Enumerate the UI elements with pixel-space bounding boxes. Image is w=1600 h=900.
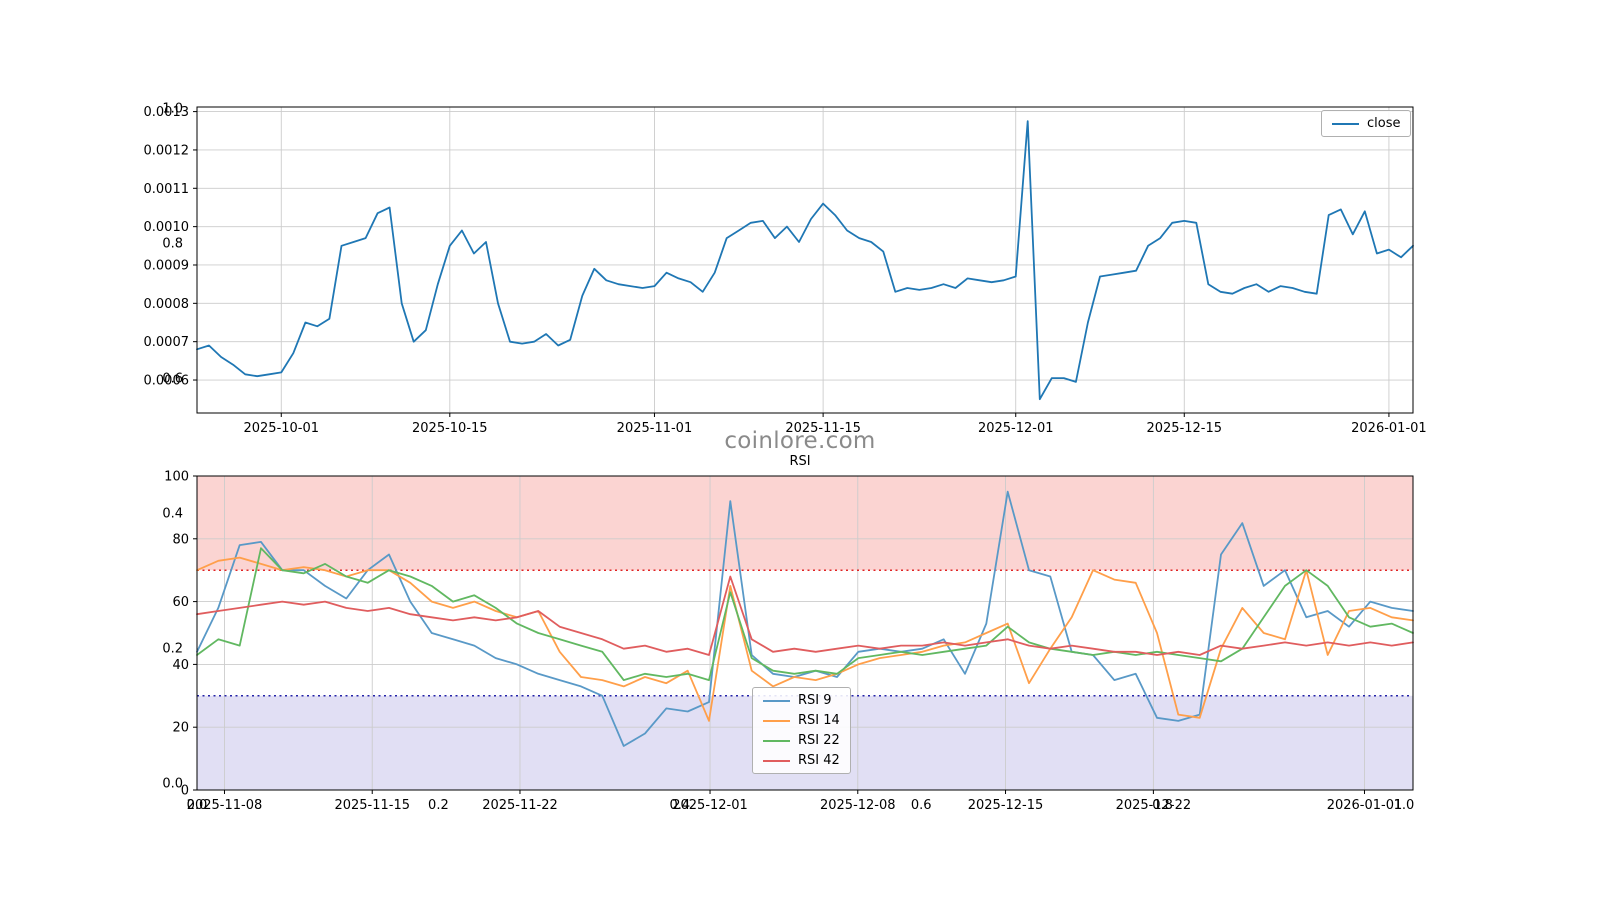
y-tick-label: 0.0008 — [144, 297, 190, 312]
y-tick-label: 0.0012 — [144, 143, 190, 158]
overlay-x-tick-label: 0.0 — [187, 798, 208, 813]
rsi-9-line-swatch — [763, 699, 790, 702]
close-line-swatch — [1332, 122, 1359, 125]
rsi-42-line-swatch — [763, 759, 790, 762]
overlay-y-tick-label: 0.2 — [162, 642, 183, 657]
overlay-y-tick-label: 0.8 — [162, 237, 183, 252]
legend-item-rsi-14: RSI 14 — [763, 713, 840, 728]
y-tick-label: 40 — [172, 658, 189, 673]
x-tick-label: 2026-01-01 — [1327, 798, 1403, 813]
x-tick-label: 2025-10-15 — [412, 421, 488, 436]
legend-label-rsi-9: RSI 9 — [798, 693, 832, 708]
y-tick-label: 0.0009 — [144, 258, 190, 273]
x-tick-label: 2025-11-22 — [482, 798, 558, 813]
legend-item-close: close — [1332, 116, 1400, 131]
legend-label-close: close — [1367, 116, 1401, 131]
price-legend: close — [1321, 110, 1412, 137]
series-line-close — [196, 120, 1414, 401]
rsi-22-line-swatch — [763, 739, 790, 742]
plot-border — [196, 475, 1414, 791]
overlay-x-tick-label: 0.6 — [911, 798, 932, 813]
x-tick-label: 2025-12-22 — [1116, 798, 1192, 813]
legend-label-rsi-22: RSI 22 — [798, 733, 840, 748]
overlay-x-tick-label: 0.2 — [428, 798, 449, 813]
y-tick-label: 100 — [164, 470, 189, 485]
y-tick-label: 0.0013 — [144, 105, 190, 120]
series-line-rsi-42 — [196, 575, 1414, 656]
x-tick-label: 2025-12-15 — [968, 798, 1044, 813]
x-tick-label: 2025-11-15 — [785, 421, 861, 436]
y-tick-label: 20 — [172, 721, 189, 736]
y-tick-label: 60 — [172, 595, 189, 610]
series-line-rsi-22 — [196, 547, 1414, 681]
overlay-x-tick-label: 0.8 — [1152, 798, 1173, 813]
plot-border — [196, 106, 1414, 414]
overlay-x-tick-label: 0.4 — [669, 798, 690, 813]
rsi-chart-title: RSI — [789, 454, 811, 469]
y-tick-label: 80 — [172, 532, 189, 547]
y-tick-label: 0 — [181, 784, 189, 799]
overlay-y-tick-label: 0.6 — [162, 372, 183, 387]
y-tick-label: 0.0010 — [144, 220, 190, 235]
series-line-rsi-9 — [196, 490, 1414, 747]
legend-item-rsi-9: RSI 9 — [763, 693, 840, 708]
legend-item-rsi-22: RSI 22 — [763, 733, 840, 748]
y-tick-label: 0.0011 — [144, 182, 190, 197]
price-plot: 2025-10-01 2025-10-15 2025-11-01 2025-11-15… — [144, 105, 1427, 436]
x-tick-label: 2025-12-15 — [1146, 421, 1222, 436]
rsi-plot: 2025-11-08 2025-11-15 2025-11-22 2025-12-01… — [164, 470, 1414, 813]
overlay-x-tick-label: 1.0 — [1394, 798, 1415, 813]
legend-item-rsi-42: RSI 42 — [763, 753, 840, 768]
series-line-rsi-14 — [196, 556, 1414, 722]
rsi-legend: RSI 9 RSI 14 RSI 22 RSI 42 — [752, 687, 851, 774]
legend-label-rsi-14: RSI 14 — [798, 713, 840, 728]
x-tick-label: 2025-12-08 — [820, 798, 896, 813]
legend-label-rsi-42: RSI 42 — [798, 753, 840, 768]
overbought-band — [197, 476, 1413, 571]
x-tick-label: 2026-01-01 — [1351, 421, 1427, 436]
y-tick-label: 0.0007 — [144, 335, 190, 350]
overlay-y-tick-label: 0.0 — [162, 777, 183, 792]
x-tick-label: 2025-12-01 — [978, 421, 1054, 436]
y-tick-label: 0.0006 — [144, 374, 190, 389]
x-tick-label: 2025-11-15 — [334, 798, 410, 813]
x-tick-label: 2025-10-01 — [243, 421, 319, 436]
rsi-14-line-swatch — [763, 719, 790, 722]
x-tick-label: 2025-11-08 — [187, 798, 263, 813]
x-tick-label: 2025-11-01 — [617, 421, 693, 436]
overlay-y-tick-label: 1.0 — [162, 102, 183, 117]
overlay-y-tick-label: 0.4 — [162, 507, 183, 522]
x-tick-label: 2025-12-01 — [672, 798, 748, 813]
